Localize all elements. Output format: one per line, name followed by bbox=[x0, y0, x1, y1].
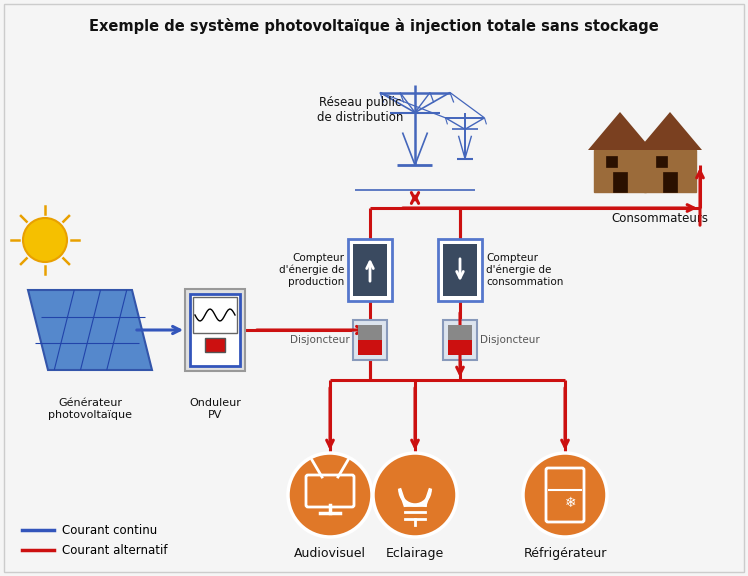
FancyBboxPatch shape bbox=[185, 289, 245, 371]
Text: Onduleur
PV: Onduleur PV bbox=[189, 398, 241, 419]
Text: Courant alternatif: Courant alternatif bbox=[62, 544, 168, 556]
FancyBboxPatch shape bbox=[448, 340, 472, 355]
FancyBboxPatch shape bbox=[193, 297, 237, 333]
Text: Compteur
d'énergie de
consommation: Compteur d'énergie de consommation bbox=[486, 253, 563, 287]
FancyBboxPatch shape bbox=[443, 320, 477, 360]
Polygon shape bbox=[638, 112, 702, 150]
FancyBboxPatch shape bbox=[353, 320, 387, 360]
Text: Exemple de système photovoltaïque à injection totale sans stockage: Exemple de système photovoltaïque à inje… bbox=[89, 18, 659, 34]
Text: Audiovisuel: Audiovisuel bbox=[294, 547, 366, 560]
Polygon shape bbox=[28, 290, 152, 370]
Text: Disjoncteur: Disjoncteur bbox=[290, 335, 350, 345]
FancyBboxPatch shape bbox=[448, 325, 472, 340]
FancyBboxPatch shape bbox=[358, 325, 382, 340]
Text: ❄: ❄ bbox=[565, 496, 577, 510]
FancyBboxPatch shape bbox=[353, 244, 387, 296]
FancyBboxPatch shape bbox=[594, 150, 646, 192]
Polygon shape bbox=[588, 112, 652, 150]
Text: Courant continu: Courant continu bbox=[62, 524, 157, 536]
Circle shape bbox=[523, 453, 607, 537]
Text: Générateur
photovoltaïque: Générateur photovoltaïque bbox=[48, 398, 132, 419]
FancyBboxPatch shape bbox=[443, 244, 477, 296]
Text: Réseau public
de distribution: Réseau public de distribution bbox=[317, 96, 403, 124]
FancyBboxPatch shape bbox=[190, 294, 240, 366]
FancyBboxPatch shape bbox=[348, 239, 392, 301]
Circle shape bbox=[23, 218, 67, 262]
Circle shape bbox=[288, 453, 372, 537]
Circle shape bbox=[373, 453, 457, 537]
FancyBboxPatch shape bbox=[606, 156, 617, 167]
FancyBboxPatch shape bbox=[663, 172, 677, 192]
Text: Consommateurs: Consommateurs bbox=[612, 212, 708, 225]
Text: Réfrigérateur: Réfrigérateur bbox=[524, 547, 607, 560]
FancyBboxPatch shape bbox=[644, 150, 696, 192]
Text: Compteur
d'énergie de
production: Compteur d'énergie de production bbox=[278, 253, 344, 287]
FancyBboxPatch shape bbox=[358, 340, 382, 355]
Text: Eclairage: Eclairage bbox=[386, 547, 444, 560]
FancyBboxPatch shape bbox=[656, 156, 667, 167]
FancyBboxPatch shape bbox=[205, 338, 225, 352]
FancyBboxPatch shape bbox=[438, 239, 482, 301]
Text: Disjoncteur: Disjoncteur bbox=[480, 335, 540, 345]
FancyBboxPatch shape bbox=[613, 172, 627, 192]
